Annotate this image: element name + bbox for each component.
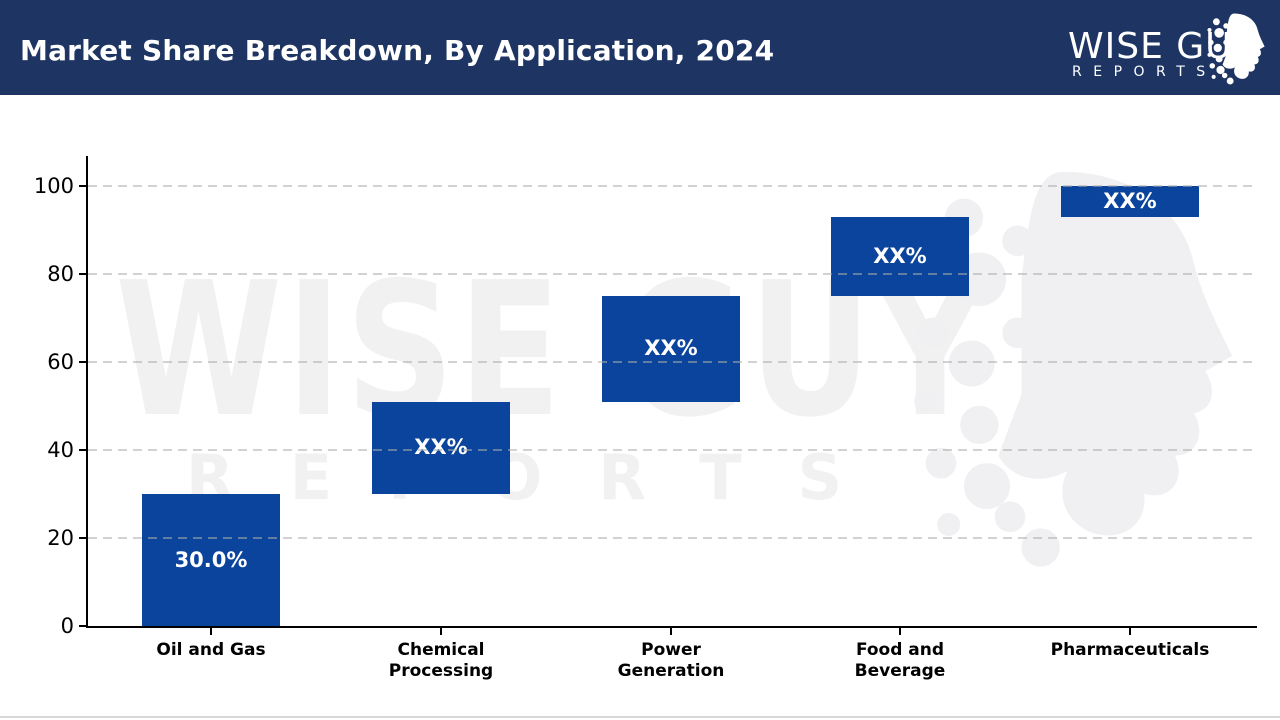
- y-tick-label-40: 40: [47, 438, 74, 462]
- x-label-power-generation: Power Generation: [617, 640, 725, 682]
- plot-area: WISE GUY REPORTS 0 20 40 60 80 100 30.0% Oil an…: [0, 95, 1280, 720]
- y-tick-40: [79, 449, 86, 451]
- y-tick-100: [79, 185, 86, 187]
- x-label-chemical-processing: Chemical Processing: [388, 640, 494, 682]
- bar-label-pharmaceuticals: XX%: [1103, 188, 1157, 213]
- chart-title: Market Share Breakdown, By Application, …: [20, 34, 775, 67]
- y-axis-line: [86, 156, 88, 628]
- header-band: Market Share Breakdown, By Application, …: [0, 0, 1280, 95]
- y-tick-label-20: 20: [47, 526, 74, 550]
- y-tick-20: [79, 537, 86, 539]
- gridline-40: [88, 449, 1256, 451]
- bar-chemical-processing: XX%: [372, 401, 510, 494]
- bar-label-power-generation: XX%: [644, 336, 698, 361]
- x-label-food-and-beverage: Food and Beverage: [854, 640, 946, 682]
- y-tick-label-0: 0: [60, 614, 74, 638]
- bar-power-generation: XX%: [602, 296, 740, 402]
- gridline-80: [88, 273, 1256, 275]
- y-tick-label-80: 80: [47, 262, 74, 286]
- gridline-100: [88, 185, 1256, 187]
- x-tick-oil-and-gas: [210, 628, 212, 635]
- bottom-border-line: [0, 716, 1280, 718]
- x-label-oil-and-gas: Oil and Gas: [156, 640, 266, 660]
- y-tick-label-100: 100: [33, 174, 74, 198]
- x-tick-chemical-processing: [440, 628, 442, 635]
- x-tick-power-generation: [670, 628, 672, 635]
- x-tick-food-and-beverage: [899, 628, 901, 635]
- bar-label-food-and-beverage: XX%: [873, 243, 927, 268]
- y-tick-0: [79, 625, 86, 627]
- y-tick-80: [79, 273, 86, 275]
- bar-pharmaceuticals: XX%: [1061, 186, 1199, 217]
- watermark-reports-text: REPORTS: [186, 441, 899, 514]
- bar-label-oil-and-gas: 30.0%: [174, 547, 248, 572]
- gridline-60: [88, 361, 1256, 363]
- y-tick-label-60: 60: [47, 350, 74, 374]
- bar-oil-and-gas: 30.0%: [142, 494, 280, 626]
- wiseguy-logo: WISE GUY REPORTS: [1026, 6, 1266, 90]
- x-axis-line: [86, 626, 1257, 628]
- bar-label-chemical-processing: XX%: [414, 435, 468, 460]
- x-label-pharmaceuticals: Pharmaceuticals: [1050, 640, 1210, 660]
- y-tick-60: [79, 361, 86, 363]
- gridline-20: [88, 537, 1256, 539]
- x-tick-pharmaceuticals: [1129, 628, 1131, 635]
- logo-reports-text: REPORTS: [1072, 64, 1217, 80]
- wiseguy-head-icon: [1204, 12, 1266, 88]
- bar-food-and-beverage: XX%: [831, 216, 969, 296]
